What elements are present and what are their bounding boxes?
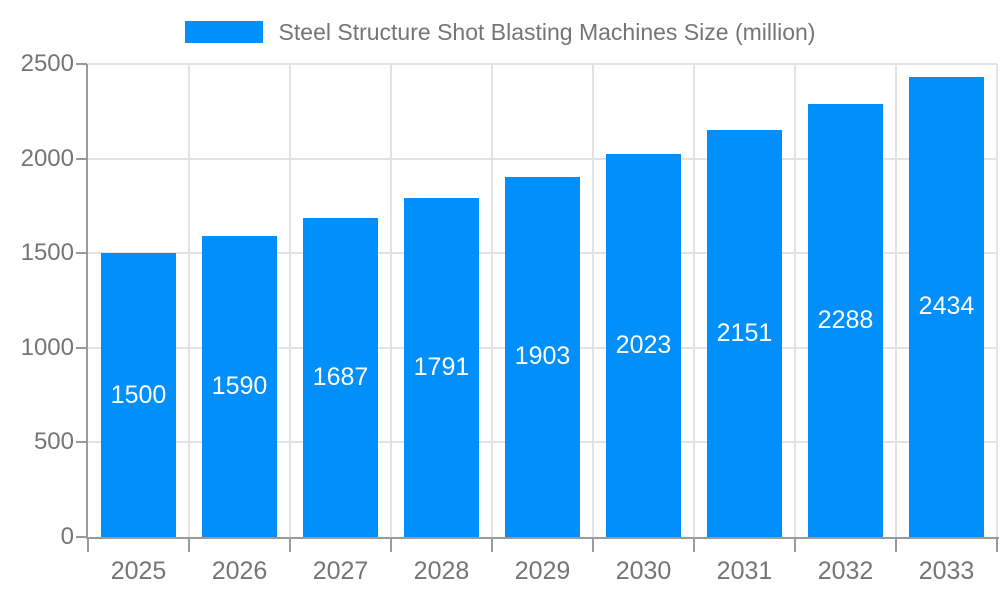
bar-cell: 2023 [593, 64, 694, 537]
x-axis-tick-label: 2028 [413, 557, 470, 585]
bar-cell: 1687 [290, 64, 391, 537]
bar-value-label: 2434 [918, 292, 975, 321]
legend[interactable]: Steel Structure Shot Blasting Machines S… [0, 14, 1000, 50]
y-axis-tick-label: 2000 [20, 144, 74, 172]
legend-swatch [184, 21, 263, 43]
v-gridline [794, 64, 796, 537]
bar-cell: 2434 [896, 64, 997, 537]
v-gridline [894, 64, 897, 537]
x-tick [389, 539, 392, 552]
bar-cell: 2151 [694, 64, 795, 537]
x-axis-tick-label: 2032 [817, 557, 874, 585]
bar-value-label: 2151 [716, 319, 773, 348]
bar-2029[interactable]: 1903 [505, 176, 580, 537]
x-axis-tick-label: 2027 [312, 557, 369, 585]
bar-2030[interactable]: 2023 [606, 154, 681, 537]
x-axis-tick-label: 2033 [918, 557, 975, 585]
v-gridline [288, 64, 291, 537]
y-tick [76, 346, 87, 349]
bar-2027[interactable]: 1687 [303, 217, 378, 537]
x-tick [490, 539, 493, 552]
x-tick [692, 539, 695, 552]
x-tick [794, 539, 796, 552]
y-axis-tick-label: 0 [60, 523, 74, 550]
y-axis-tick-label: 2500 [20, 50, 74, 77]
v-gridline [389, 64, 392, 537]
x-tick [996, 539, 998, 552]
bar-cell: 1903 [492, 64, 593, 537]
h-gridline [88, 157, 997, 160]
bar-cell: 1590 [189, 64, 290, 537]
bar-cell: 2288 [795, 64, 896, 537]
bar-2033[interactable]: 2434 [909, 76, 984, 537]
x-axis-labels: 2025 2026 2027 2028 2029 2030 2031 2032 2033 [88, 554, 997, 588]
x-tick [592, 539, 594, 552]
x-tick [288, 539, 291, 552]
x-tick [187, 539, 190, 552]
bar-value-label: 2288 [817, 306, 874, 335]
x-tick [87, 539, 89, 552]
bar-cell: 1500 [88, 64, 189, 537]
bar-2032[interactable]: 2288 [808, 104, 883, 537]
legend-label: Steel Structure Shot Blasting Machines S… [278, 18, 816, 45]
plot-area: 1500 1590 1687 1791 1903 2023 2151 2288 2434 [88, 63, 998, 537]
bar-value-label: 1791 [413, 353, 470, 382]
v-gridline [490, 64, 493, 537]
bar-cell: 1791 [391, 64, 492, 537]
bar-2028[interactable]: 1791 [404, 198, 479, 537]
bar-value-label: 1500 [110, 380, 167, 409]
v-gridline [592, 64, 594, 537]
y-axis-tick-label: 500 [33, 428, 74, 456]
bar-value-label: 1687 [312, 362, 369, 391]
x-axis-tick-label: 2031 [716, 557, 773, 585]
x-axis-tick-label: 2025 [110, 557, 167, 585]
h-gridline [88, 63, 997, 65]
v-gridline [187, 64, 190, 537]
y-tick [76, 441, 87, 444]
y-axis-tick-label: 1500 [20, 239, 74, 267]
x-axis-tick-label: 2029 [514, 557, 571, 585]
bar-2025[interactable]: 1500 [101, 253, 176, 537]
v-gridline [996, 64, 998, 537]
v-gridline [692, 64, 695, 537]
y-tick [76, 252, 87, 255]
y-axis-tick-label: 1000 [20, 333, 74, 361]
y-tick [76, 536, 87, 538]
y-tick [76, 63, 87, 65]
y-tick [76, 157, 87, 160]
bar-2026[interactable]: 1590 [202, 236, 277, 537]
bar-value-label: 1590 [211, 372, 268, 401]
bar-2031[interactable]: 2151 [707, 130, 782, 537]
bar-value-label: 1903 [514, 342, 571, 371]
y-axis-line [86, 64, 88, 539]
x-axis-tick-label: 2026 [211, 557, 268, 585]
x-axis-ticks [87, 539, 998, 552]
x-axis-tick-label: 2030 [615, 557, 672, 585]
bar-value-label: 2023 [615, 331, 672, 360]
x-tick [894, 539, 897, 552]
x-axis-line [86, 537, 999, 539]
